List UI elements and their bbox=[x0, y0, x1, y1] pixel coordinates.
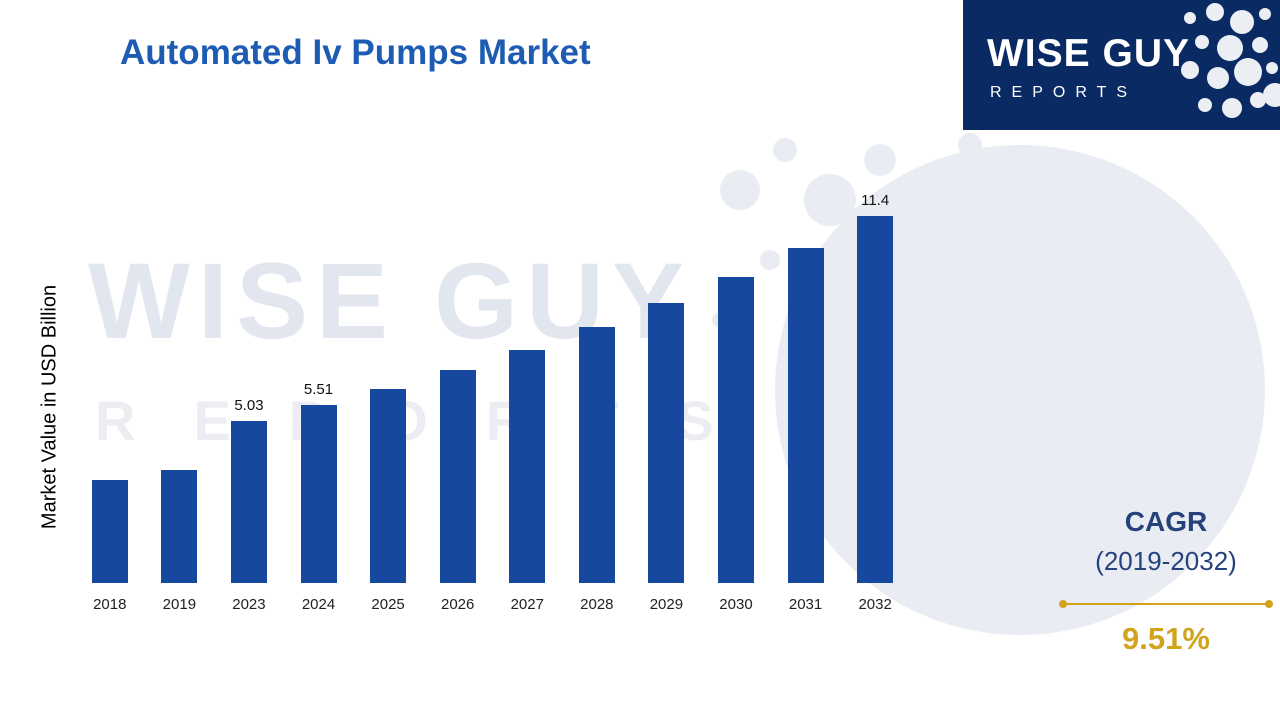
x-axis-label: 2027 bbox=[510, 596, 544, 613]
bar-2028 bbox=[578, 327, 615, 583]
bar-2018 bbox=[91, 480, 128, 583]
bar-column: 2030 bbox=[701, 148, 771, 615]
cagr-divider bbox=[1059, 600, 1273, 608]
bar-value-label: 5.51 bbox=[303, 381, 334, 398]
x-axis-label: 2023 bbox=[232, 596, 266, 613]
cagr-range: (2019-2032) bbox=[1095, 546, 1237, 576]
x-axis-label: 2019 bbox=[162, 596, 197, 613]
page-title: Automated Iv Pumps Market bbox=[120, 33, 591, 72]
x-axis-label: 2026 bbox=[440, 596, 475, 613]
cagr-block: CAGR (2019-2032) 9.51% bbox=[1059, 506, 1273, 657]
cagr-label: CAGR bbox=[1124, 506, 1208, 537]
bar-column: 2018 bbox=[75, 148, 145, 615]
brand-subtitle: REPORTS bbox=[990, 84, 1138, 101]
x-axis-label: 2029 bbox=[649, 596, 684, 613]
bar-2030 bbox=[717, 277, 754, 583]
bar-column: 11.4 2032 bbox=[840, 148, 910, 615]
brand-logo: WISE GUY REPORTS bbox=[963, 0, 1280, 130]
x-axis-label: 2031 bbox=[788, 596, 823, 613]
bar-2032 bbox=[857, 216, 894, 583]
x-axis-label: 2032 bbox=[858, 596, 892, 613]
bar-column: 5.51 2024 bbox=[284, 148, 354, 615]
bar-2031 bbox=[787, 248, 824, 583]
cagr-value: 9.51% bbox=[1122, 621, 1210, 656]
bar-2025 bbox=[370, 389, 407, 583]
brand-face-icon bbox=[1181, 3, 1280, 118]
y-axis-label: Market Value in USD Billion bbox=[38, 284, 61, 530]
line-endpoint-dot bbox=[1265, 600, 1273, 608]
bar-2019 bbox=[161, 470, 198, 583]
face-watermark bbox=[712, 133, 1265, 635]
x-axis-label: 2030 bbox=[719, 596, 753, 613]
bar-value-label: 5.03 bbox=[234, 397, 264, 414]
bar-column: 2019 bbox=[145, 148, 215, 615]
brand-name: WISE GUY bbox=[987, 32, 1191, 75]
x-axis-label: 2028 bbox=[580, 596, 614, 613]
bar-2023 bbox=[230, 421, 267, 583]
bar-2027 bbox=[509, 350, 546, 583]
x-axis-label: 2025 bbox=[371, 596, 405, 613]
plot-area: 2018 2019 5.03 2023 5.51 2024 2025 2026 2027 2028… bbox=[75, 148, 910, 615]
bar-value-label: 11.4 bbox=[861, 192, 890, 209]
bar-column: 2029 bbox=[632, 148, 702, 615]
bar-2026 bbox=[439, 370, 476, 583]
bar-column: 2026 bbox=[423, 148, 493, 615]
x-axis-label: 2018 bbox=[93, 596, 127, 613]
bar-column: 2027 bbox=[492, 148, 562, 615]
bar-column: 5.03 2023 bbox=[214, 148, 284, 615]
bar-column: 2025 bbox=[353, 148, 423, 615]
bar-2029 bbox=[648, 303, 685, 583]
line-endpoint-dot bbox=[1059, 600, 1067, 608]
bar-column: 2031 bbox=[771, 148, 841, 615]
x-axis-label: 2024 bbox=[301, 596, 336, 613]
bar-2024 bbox=[300, 405, 337, 583]
bar-column: 2028 bbox=[562, 148, 632, 615]
